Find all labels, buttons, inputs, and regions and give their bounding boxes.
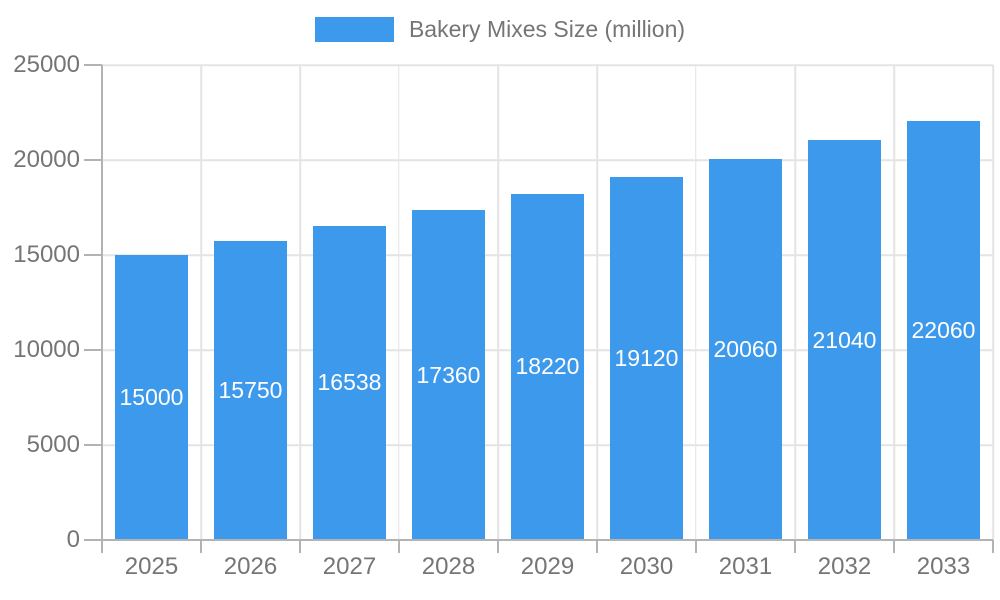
bar-2030: 19120 — [609, 176, 684, 540]
bar-2032: 21040 — [807, 140, 882, 540]
x-tick-mark-2 — [299, 540, 301, 553]
x-category-label-2027: 2027 — [322, 553, 377, 580]
bar-value-label-2031: 20060 — [713, 335, 778, 362]
gridline-vertical-7 — [794, 65, 796, 540]
y-axis-line — [101, 65, 103, 553]
x-tick-mark-3 — [397, 540, 400, 553]
bar-value-label-2026: 15750 — [218, 376, 283, 403]
x-tick-mark-0 — [101, 540, 103, 553]
y-tick-label-10000: 10000 — [13, 336, 80, 363]
x-tick-mark-8 — [893, 540, 895, 553]
x-axis-line — [102, 539, 993, 541]
gridline-vertical-9 — [992, 65, 994, 540]
bar-series: 15000 15750 16538 17360 18220 19120 20060 21040… — [102, 65, 993, 540]
legend-label: Bakery Mixes Size (million) — [408, 16, 686, 42]
y-tick-label-20000: 20000 — [13, 146, 80, 173]
y-tick-label-15000: 15000 — [13, 241, 80, 268]
y-tick-mark-20000 — [84, 159, 102, 161]
x-tick-mark-7 — [794, 540, 796, 553]
gridline-vertical-6 — [695, 65, 697, 540]
x-axis-ticks — [101, 540, 994, 553]
x-category-label-2025: 2025 — [124, 553, 179, 580]
y-tick-mark-15000 — [84, 254, 102, 256]
bar-slot-2029: 18220 — [498, 65, 597, 540]
bar-2027: 16538 — [312, 225, 387, 540]
y-tick-mark-25000 — [84, 64, 102, 66]
bar-slot-2032: 21040 — [795, 65, 894, 540]
gridline-vertical-4 — [497, 65, 499, 540]
x-category-label-2033: 2033 — [916, 553, 971, 580]
gridline-horizontal-20000 — [102, 159, 993, 161]
bar-2026: 15750 — [213, 240, 288, 540]
y-tick-label-5000: 5000 — [26, 431, 80, 458]
x-tick-mark-5 — [596, 540, 598, 553]
plot-area: 15000 15750 16538 17360 18220 19120 20060 21040… — [101, 64, 994, 553]
bar-slot-2031: 20060 — [696, 65, 795, 540]
x-category-label-2026: 2026 — [223, 553, 278, 580]
y-tick-label-25000: 25000 — [13, 51, 80, 78]
bar-slot-2028: 17360 — [399, 65, 498, 540]
gridline-vertical-2 — [299, 65, 301, 540]
bar-value-label-2025: 15000 — [119, 384, 184, 410]
bar-2025: 15000 — [114, 255, 189, 540]
x-tick-mark-1 — [200, 540, 202, 553]
y-axis-ticks — [84, 64, 102, 541]
x-tick-mark-6 — [694, 540, 697, 553]
bar-slot-2030: 19120 — [597, 65, 696, 540]
bar-value-label-2027: 16538 — [317, 369, 382, 396]
x-category-label-2031: 2031 — [718, 553, 773, 580]
gridline-vertical-1 — [200, 65, 202, 540]
bar-value-label-2032: 21040 — [812, 326, 877, 353]
gridline-vertical-3 — [398, 65, 400, 540]
bar-2028: 17360 — [411, 210, 486, 540]
x-axis-labels: 2025 2026 2027 2028 2029 2030 2031 2032 2033 — [102, 552, 993, 582]
y-tick-mark-0 — [84, 539, 102, 541]
x-category-label-2030: 2030 — [619, 553, 674, 580]
x-category-label-2029: 2029 — [520, 553, 575, 580]
y-tick-label-0: 0 — [66, 526, 80, 553]
y-axis-labels: 0 5000 10000 15000 20000 25000 — [0, 51, 80, 553]
bar-2033: 22060 — [906, 120, 981, 540]
x-category-label-2028: 2028 — [421, 553, 476, 580]
gridline-vertical-5 — [596, 65, 598, 540]
bar-value-label-2029: 18220 — [515, 353, 580, 380]
bar-value-label-2030: 19120 — [614, 344, 679, 371]
y-tick-mark-10000 — [84, 349, 102, 351]
legend-color-swatch — [314, 17, 394, 42]
chart-legend: Bakery Mixes Size (million) — [0, 16, 1000, 43]
bar-slot-2033: 22060 — [894, 65, 993, 540]
bar-slot-2026: 15750 — [201, 65, 300, 540]
bar-value-label-2028: 17360 — [416, 361, 481, 388]
bar-2029: 18220 — [510, 193, 585, 540]
gridline-vertical-8 — [893, 65, 895, 540]
x-tick-mark-4 — [497, 540, 499, 553]
y-tick-mark-5000 — [84, 444, 102, 446]
bar-value-label-2033: 22060 — [911, 316, 976, 343]
bar-2031: 20060 — [708, 158, 783, 540]
x-category-label-2032: 2032 — [817, 553, 872, 580]
bar-slot-2027: 16538 — [300, 65, 399, 540]
gridline-horizontal-25000 — [102, 64, 993, 66]
x-tick-mark-9 — [992, 540, 994, 553]
bar-slot-2025: 15000 — [102, 65, 201, 540]
